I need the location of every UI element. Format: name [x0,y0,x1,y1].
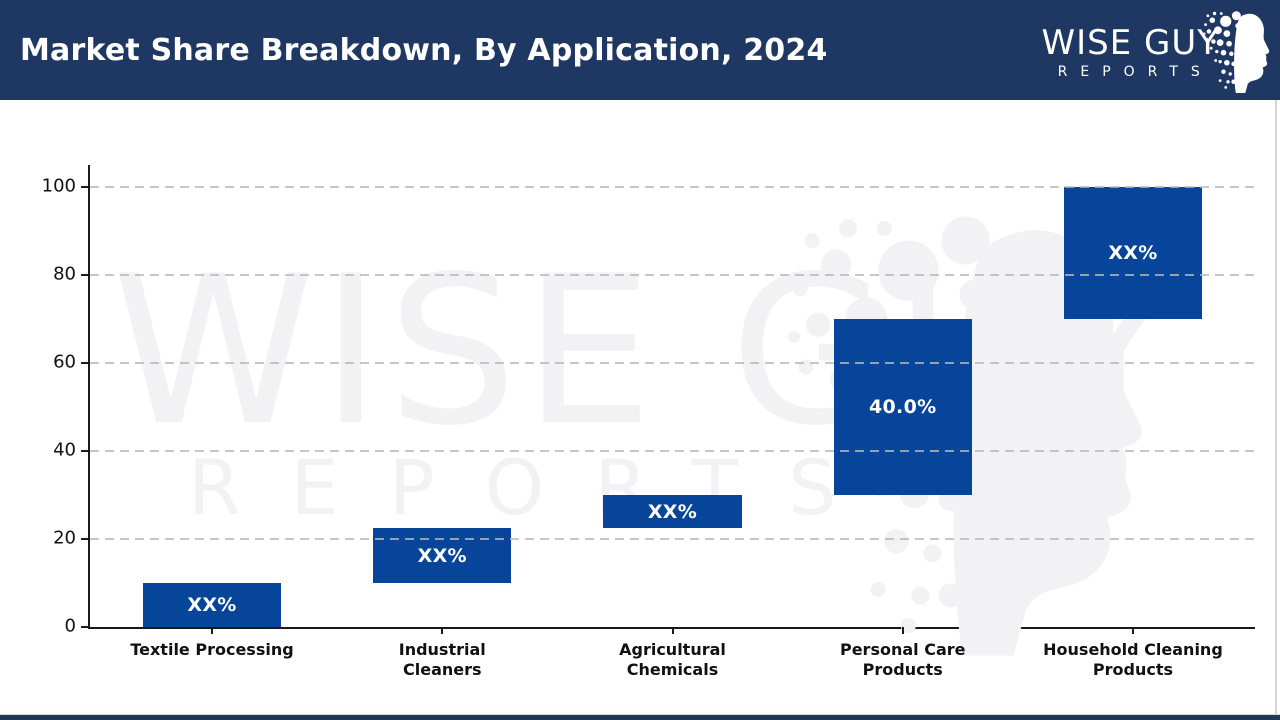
wiseguy-head-icon [1201,9,1274,93]
x-tick-label: Textile Processing [130,640,294,659]
x-tick-label: Household Cleaning Products [1043,640,1223,680]
y-tick-0 [81,626,88,628]
y-tick-label-40: 40 [53,439,76,461]
x-tick-label: Industrial Cleaners [398,640,486,680]
bar-value-label: XX% [187,594,237,616]
x-tick [901,627,904,634]
gridline-y-20 [90,538,1255,540]
bar-agricultural-chemicals: XX% [603,495,742,528]
y-tick-40 [81,450,88,452]
y-tick-label-100: 100 [41,175,76,197]
bar-value-label: XX% [647,500,698,523]
plot-area: 0 20 40 60 80 100 XX% Textile Processing XX% Indu… [42,165,1255,679]
bar-textile-processing: XX% [142,583,282,627]
bar-value-label: XX% [417,544,467,567]
gridline-y-80 [90,274,1255,276]
x-tick-label: Agricultural Chemicals [619,640,726,680]
y-tick-20 [81,538,88,540]
chart-canvas: WISE GUY REPORTS 0 20 40 60 80 100 XX% Textile … [0,100,1280,715]
y-tick-label-80: 80 [53,263,76,285]
y-tick-80 [81,274,88,276]
y-tick-label-0: 0 [64,615,76,637]
gridline-y-60 [90,362,1255,364]
logo-subtitle: REPORTS [1057,63,1213,80]
y-tick-60 [81,362,88,364]
x-tick [441,627,444,634]
gridline-y-100 [90,186,1255,188]
x-tick [211,627,214,634]
bar-value-label: 40.0% [869,396,937,418]
right-edge-line [1275,100,1277,715]
x-tick [1131,627,1134,634]
chart-title: Market Share Breakdown, By Application, … [20,32,828,68]
footer-band [0,714,1280,720]
gridline-y-40 [90,450,1255,452]
bar-personal-care-products: 40.0% [833,319,972,495]
bar-household-cleaning-products: XX% [1063,187,1203,319]
bar-value-label: XX% [1108,242,1158,264]
bar-industrial-cleaners: XX% [373,528,512,583]
logo-wordmark: WISE GUY REPORTS [1041,23,1219,80]
wiseguy-logo: WISE GUY REPORTS [1041,8,1274,94]
x-tick-label: Personal Care Products [839,640,966,680]
header-band: Market Share Breakdown, By Application, … [0,0,1280,100]
y-tick-label-60: 60 [53,351,76,373]
x-tick [671,627,674,634]
logo-name: WISE GUY [1041,23,1219,64]
y-tick-100 [81,186,88,188]
y-tick-label-20: 20 [53,527,76,549]
